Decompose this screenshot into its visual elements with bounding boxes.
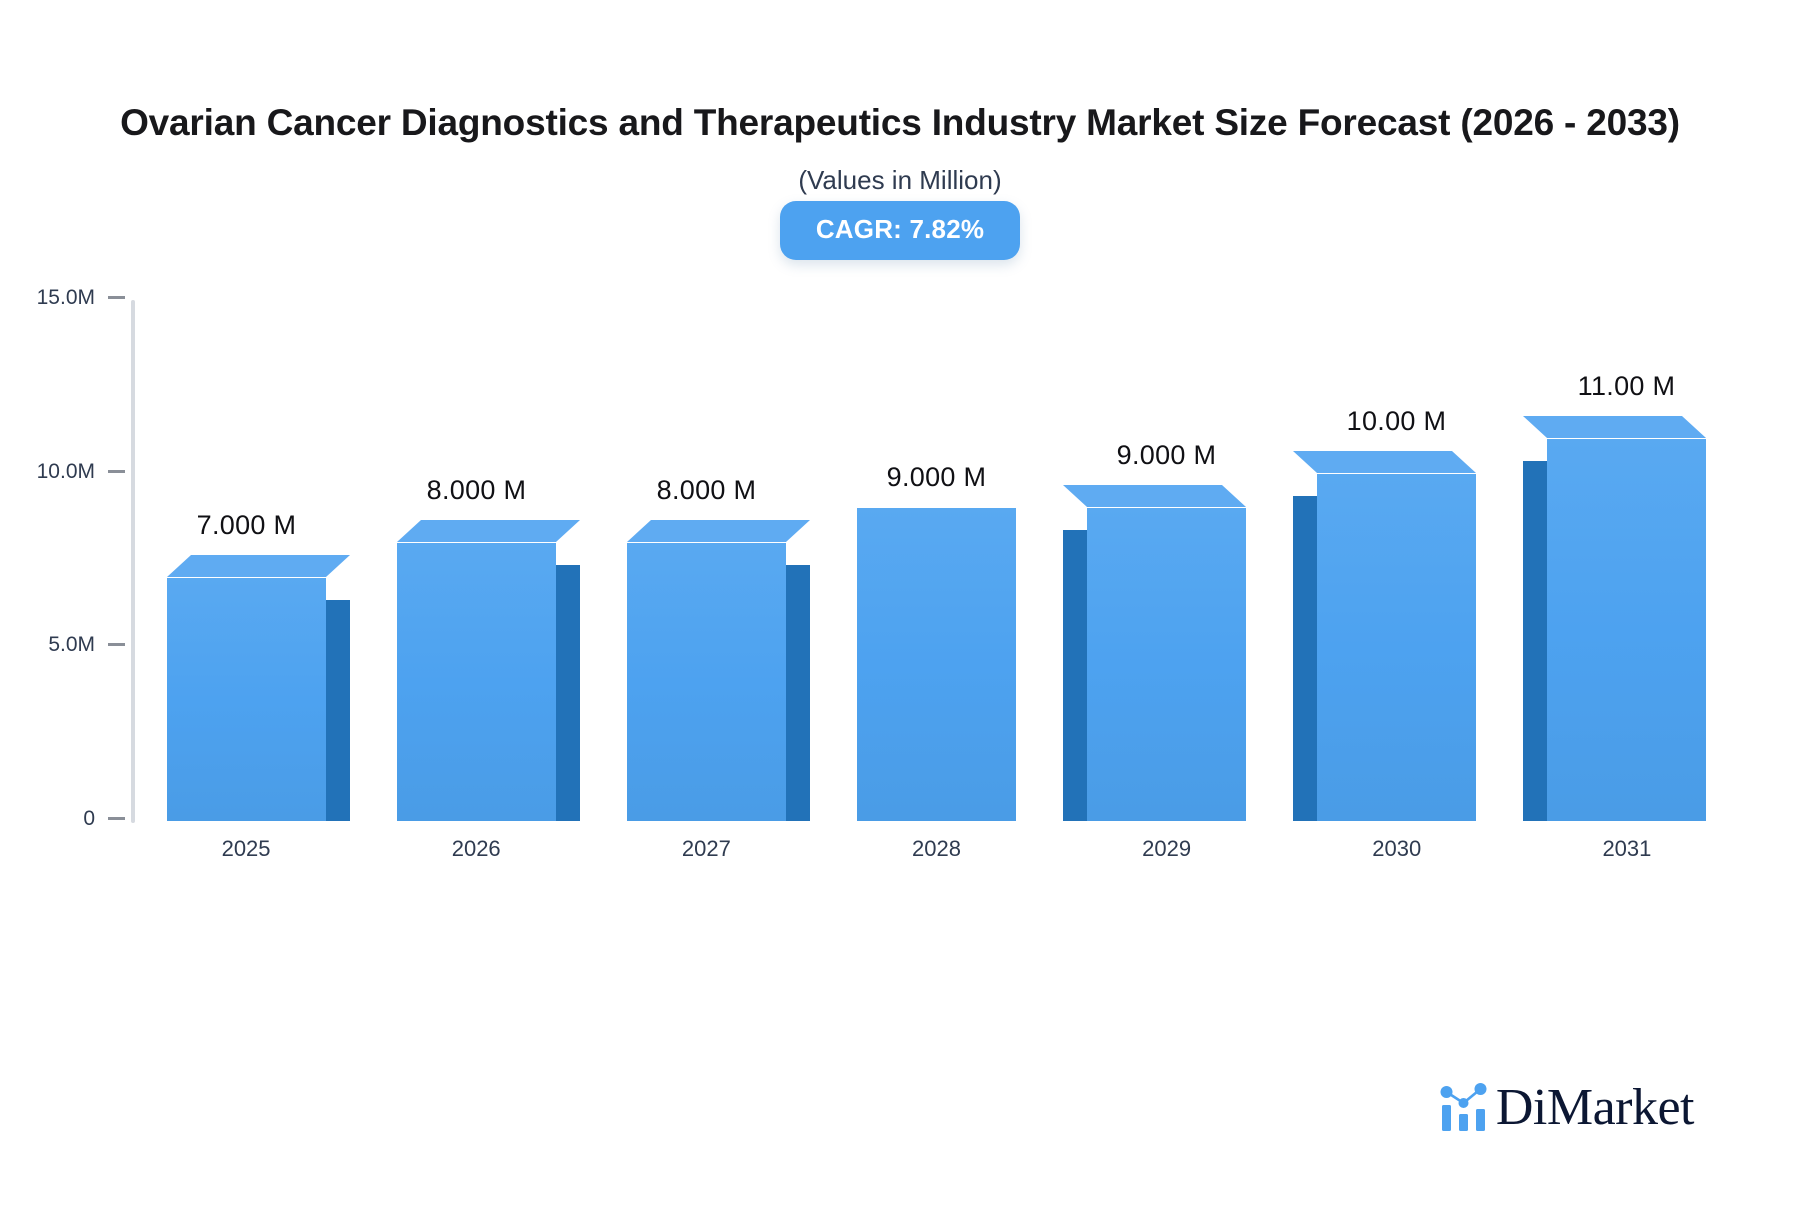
x-axis-tick-label: 2031 [1602,836,1652,861]
bar-top-face [1063,485,1246,508]
chart-subtitle: (Values in Million) [798,164,1002,195]
bar-side-face [1293,495,1317,821]
bar-front-face [857,508,1016,821]
x-axis-tick-label: 2029 [1142,836,1192,861]
x-axis-tick-label: 2030 [1372,836,1422,861]
bar-chart-trend-icon [1440,1083,1487,1131]
bar-front-face [1087,508,1246,821]
cagr-badge-wrapper: CAGR: 7.82% [0,200,1800,260]
y-axis-tick: 10.0M [0,460,125,484]
cagr-badge: CAGR: 7.82% [779,200,1021,260]
bar-value-label: 8.000 M [656,475,757,506]
x-axis-tick-label: 2026 [451,836,501,861]
bar-side-face [1523,460,1547,821]
x-axis-tick-label: 2027 [681,836,731,861]
y-axis-tick-label: 10.0M [36,459,95,483]
bar-front-face [397,543,556,821]
y-axis-tick-mark [108,469,125,473]
y-axis-tick-label: 15.0M [36,286,95,309]
y-axis-tick-mark [108,295,125,299]
bar-top-face [627,520,810,543]
y-axis-tick: 15.0M [0,286,125,310]
bar-value-label: 8.000 M [426,475,527,506]
bar-side-face [1063,530,1087,821]
bar-value-label: 9.000 M [886,462,987,493]
x-axis-tick-label: 2025 [221,836,271,861]
brand-logo: DiMarket [1440,1079,1695,1136]
bar-column[interactable] [857,508,1016,821]
bar-side-face [326,599,350,821]
bar-column[interactable] [1523,415,1706,821]
bar-column[interactable] [627,520,810,821]
bar-top-face [167,554,350,577]
bar-front-face [167,577,326,821]
bar-column[interactable] [1293,450,1476,821]
bar-value-label: 7.000 M [196,509,297,540]
bar-side-face [786,565,810,821]
y-axis-tick-label: 0 [83,807,95,830]
y-axis-line [131,300,135,823]
y-axis-tick: 5.0M [0,633,125,657]
bar-column[interactable] [1063,485,1246,821]
bar-column[interactable] [397,520,580,821]
y-axis-tick-mark [108,643,125,647]
y-axis-tick-mark [108,816,125,820]
logo-text: DiMarket [1495,1079,1695,1136]
bar-value-label: 10.00 M [1346,405,1447,436]
x-axis-tick-label: 2028 [912,836,961,861]
bar-column[interactable] [167,554,350,821]
bar-top-face [1523,415,1706,438]
bar-front-face [1547,438,1706,821]
page-title: Ovarian Cancer Diagnostics and Therapeut… [120,102,1680,143]
y-axis-tick-label: 5.0M [48,633,95,657]
bar-front-face [627,543,786,821]
bar-front-face [1317,473,1476,821]
y-axis-tick: 0 [0,807,125,831]
chart-header: Ovarian Cancer Diagnostics and Therapeut… [0,0,1800,260]
bar-value-label: 9.000 M [1116,440,1217,471]
bar-value-label: 11.00 M [1577,370,1676,401]
bar-top-face [1293,450,1476,473]
bar-top-face [397,520,580,543]
bar-side-face [556,565,580,821]
